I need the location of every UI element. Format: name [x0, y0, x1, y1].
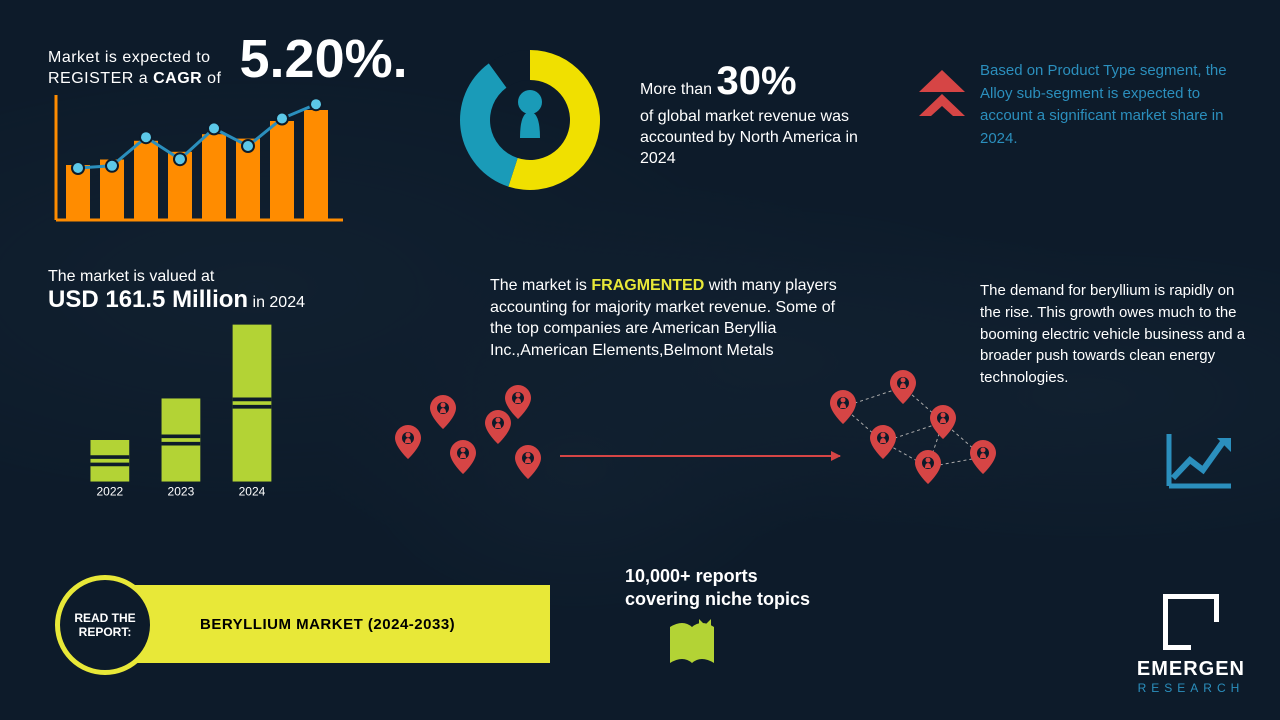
map-pin-icon	[505, 385, 531, 411]
logo-line2: RESEARCH	[1137, 681, 1245, 695]
map-pin-icon	[890, 370, 916, 396]
map-pin-icon	[395, 425, 421, 451]
frag-t1: The market is	[490, 277, 591, 294]
map-pin-icon	[970, 440, 996, 466]
cagr-value: 5.20%.	[240, 28, 408, 90]
demand-text: The demand for beryllium is rapidly on t…	[980, 280, 1250, 389]
map-pin-icon	[830, 390, 856, 416]
donut-chart	[440, 40, 620, 200]
alloy-text: Based on Product Type segment, the Alloy…	[980, 60, 1250, 150]
map-pin-icon	[450, 440, 476, 466]
logo-mark-icon	[1163, 594, 1219, 650]
market-value-bar-chart: 2022 2023 2024	[72, 320, 312, 500]
book-icon	[665, 615, 720, 670]
donut-pct: 30%	[716, 59, 796, 103]
svg-text:2024: 2024	[239, 484, 266, 498]
arrow-icon	[560, 455, 840, 457]
donut-rest: of global market revenue was accounted b…	[640, 107, 890, 169]
cagr-mini-chart	[48, 90, 348, 230]
market-value-amount: USD 161.5 Million	[48, 286, 248, 313]
reports-count-block: 10,000+ reports covering niche topics	[625, 565, 885, 612]
fragmented-text: The market is FRAGMENTED with many playe…	[490, 275, 850, 361]
map-pin-icon	[515, 445, 541, 471]
report-banner[interactable]: BERYLLIUM MARKET (2024-2033)	[120, 585, 550, 663]
pins-scatter	[395, 385, 555, 475]
double-chevron-up-icon	[915, 70, 970, 130]
market-value-block: The market is valued at USD 161.5 Millio…	[48, 268, 328, 314]
donut-text: More than 30% of global market revenue w…	[640, 55, 890, 169]
svg-text:2023: 2023	[168, 484, 195, 498]
cagr-line1: Market is expected to	[48, 48, 222, 69]
cagr-block: Market is expected to REGISTER a CAGR of…	[48, 28, 408, 90]
report-title: BERYLLIUM MARKET (2024-2033)	[200, 616, 455, 633]
map-pin-icon	[915, 450, 941, 476]
donut-prefix: More than	[640, 81, 716, 98]
frag-highlight: FRAGMENTED	[591, 277, 704, 294]
market-value-lead: The market is valued at	[48, 268, 328, 286]
map-pin-icon	[430, 395, 456, 421]
cagr-line2: REGISTER a CAGR of	[48, 69, 222, 90]
read-report-label: READ THE REPORT:	[60, 611, 150, 640]
emergen-logo: EMERGEN RESEARCH	[1137, 594, 1245, 695]
map-pin-icon	[930, 405, 956, 431]
logo-line1: EMERGEN	[1137, 658, 1245, 681]
growth-arrow-icon	[1165, 430, 1235, 490]
reports-line1: 10,000+ reports	[625, 565, 885, 588]
market-value-suffix: in 2024	[248, 294, 305, 311]
map-pin-icon	[870, 425, 896, 451]
svg-text:2022: 2022	[96, 484, 123, 498]
cagr-lead: Market is expected to REGISTER a CAGR of	[48, 48, 222, 90]
reports-line2: covering niche topics	[625, 588, 885, 611]
pins-network	[830, 370, 1000, 480]
read-report-badge[interactable]: READ THE REPORT:	[55, 575, 155, 675]
